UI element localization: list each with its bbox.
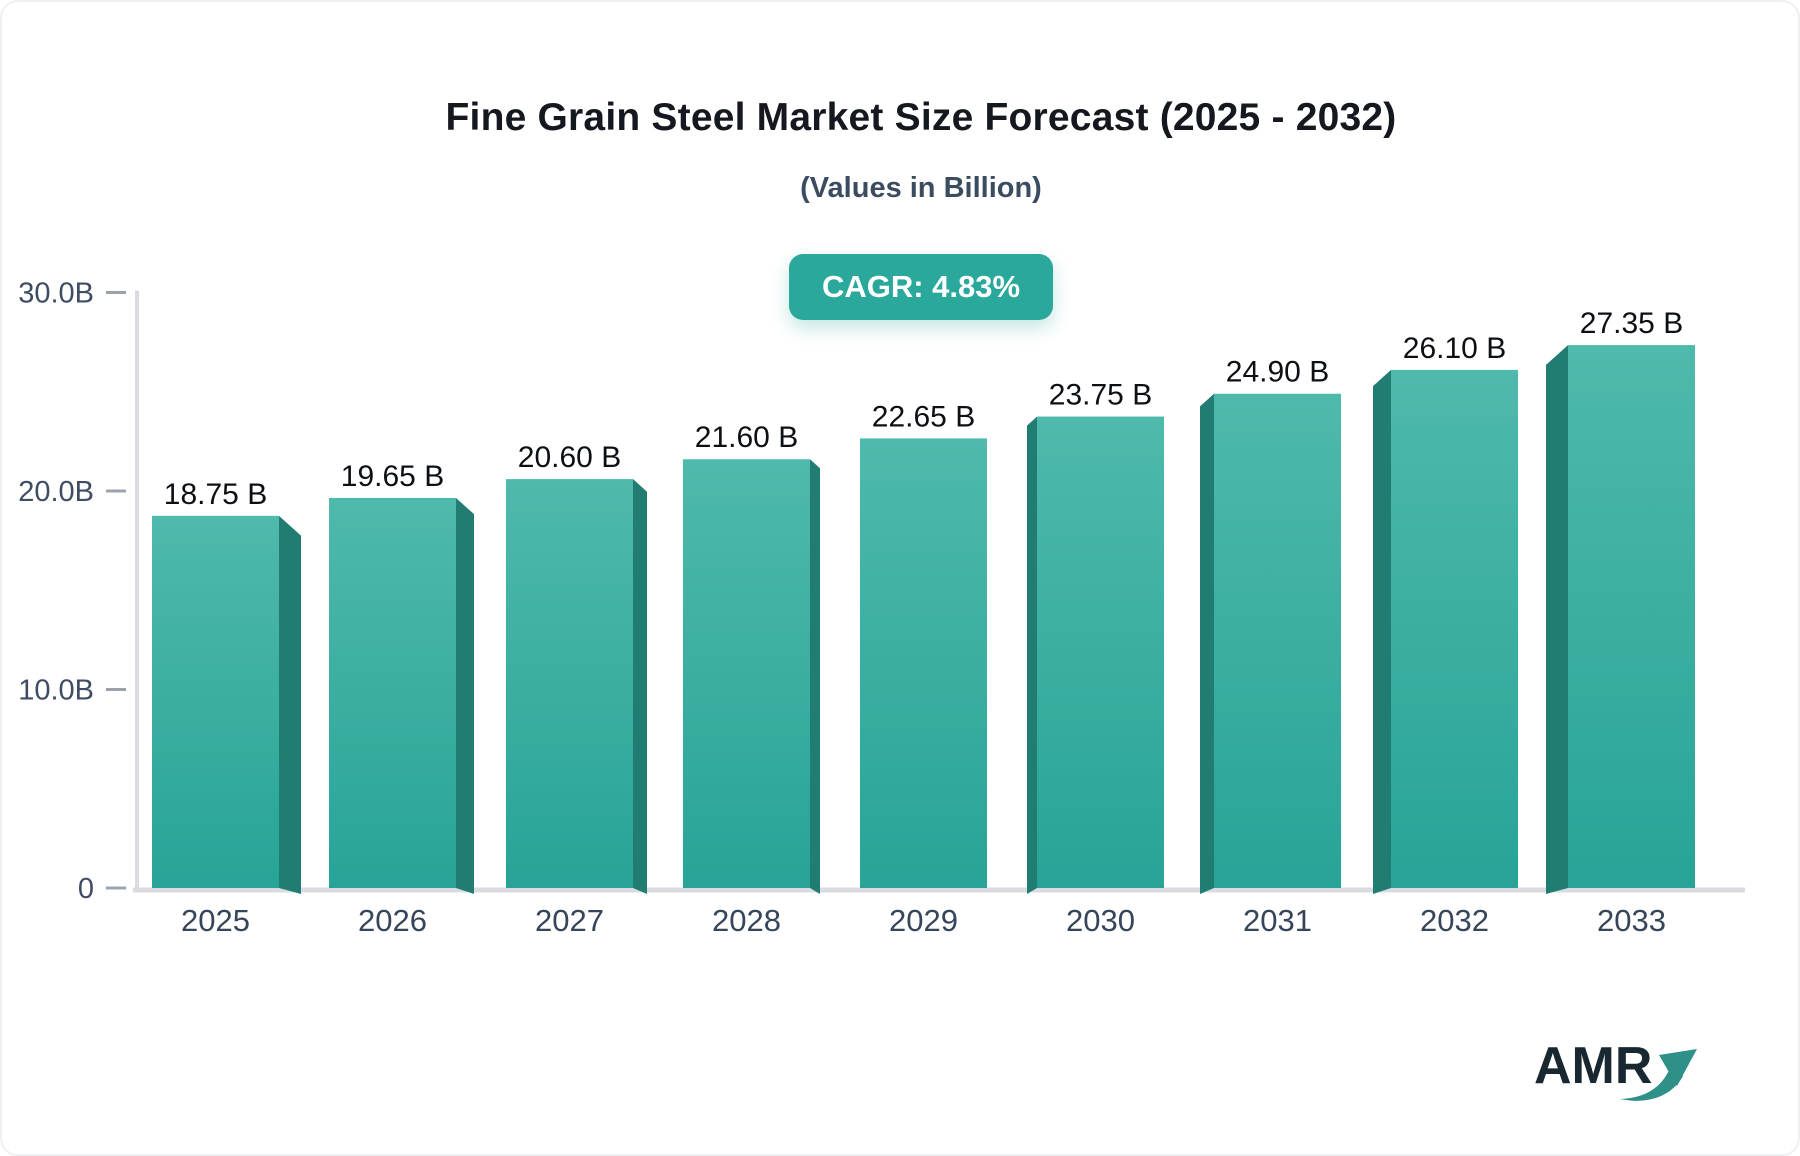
bar-value-label: 19.65 B <box>341 460 444 493</box>
cagr-badge-row: CAGR: 4.83% <box>44 254 1798 320</box>
y-tick-label: 10.0B <box>18 675 94 707</box>
bar-value-label: 24.90 B <box>1226 356 1329 389</box>
bar-value-label: 23.75 B <box>1049 379 1152 412</box>
bar <box>329 497 456 888</box>
bar-side-face <box>810 459 820 894</box>
bar-side-face <box>1373 369 1391 894</box>
x-tick-label: 2028 <box>712 903 781 938</box>
bar <box>152 515 279 888</box>
bar-value-label: 18.75 B <box>164 478 267 511</box>
bar <box>1037 416 1164 888</box>
bar <box>860 438 987 888</box>
bar-value-label: 26.10 B <box>1403 332 1506 365</box>
bar-side-face <box>279 515 301 894</box>
bar-value-label: 20.60 B <box>518 441 621 474</box>
bar-side-face <box>1027 416 1037 894</box>
bar-side-face <box>1200 393 1214 894</box>
chart-subtitle: (Values in Billion) <box>800 172 1042 204</box>
bar-side-face <box>633 479 647 894</box>
x-tick-label: 2029 <box>889 903 958 938</box>
x-tick-label: 2032 <box>1420 903 1489 938</box>
bar <box>1214 393 1341 888</box>
x-tick-label: 2031 <box>1243 903 1312 938</box>
x-tick-label: 2030 <box>1066 903 1135 938</box>
x-tick-label: 2027 <box>535 903 604 938</box>
cagr-badge: CAGR: 4.83% <box>788 254 1054 320</box>
bar-value-label: 22.65 B <box>872 400 975 433</box>
x-tick-label: 2025 <box>181 903 250 938</box>
trend-up-arrow-icon <box>1620 1049 1697 1101</box>
bar <box>1568 345 1695 888</box>
chart-title: Fine Grain Steel Market Size Forecast (2… <box>445 96 1397 139</box>
bar <box>506 479 633 888</box>
y-tick-label: 0 <box>78 873 94 905</box>
amr-logo: AMR <box>1534 1036 1734 1126</box>
y-tick-label: 30.0B <box>18 278 94 310</box>
x-tick-label: 2026 <box>358 903 427 938</box>
x-tick-label: 2033 <box>1597 903 1666 938</box>
y-tick-label: 20.0B <box>18 476 94 508</box>
bar-side-face <box>1546 345 1568 894</box>
bar <box>1391 369 1518 888</box>
bar <box>683 459 810 888</box>
amr-logo-text: AMR <box>1534 1037 1653 1095</box>
bar-value-label: 27.35 B <box>1580 307 1683 340</box>
bar-value-label: 21.60 B <box>695 421 798 454</box>
bar-side-face <box>456 497 474 894</box>
